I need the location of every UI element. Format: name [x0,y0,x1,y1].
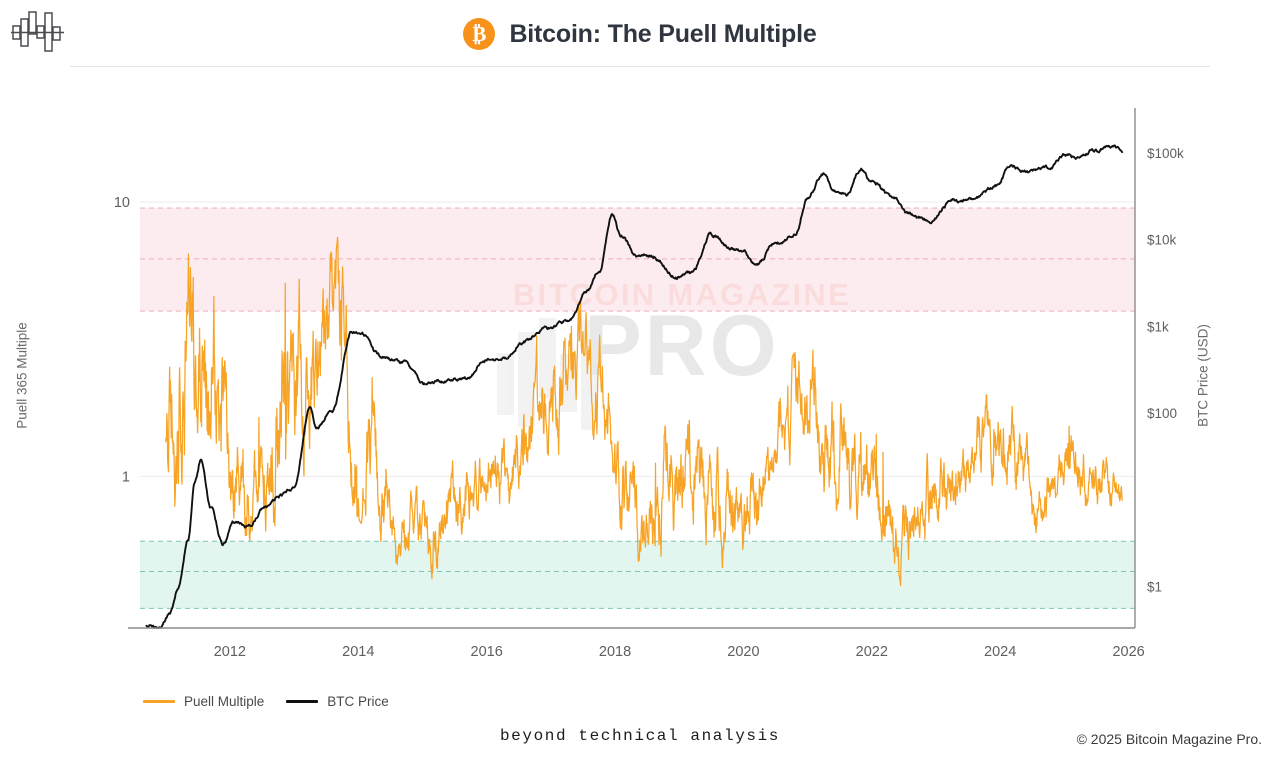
legend-color-swatch [143,700,175,703]
chart-legend: Puell Multiple BTC Price [143,694,389,709]
footer-tagline: beyond technical analysis [499,727,781,745]
y-right-tick: $1 [1147,579,1162,594]
legend-item-puell-multiple[interactable]: Puell Multiple [143,694,264,709]
axis-spines [128,108,1136,629]
legend-label: BTC Price [327,694,389,709]
legend-color-swatch [286,700,319,703]
legend-item-btc-price[interactable]: BTC Price [286,694,389,709]
x-axis-tick: 2024 [984,644,1016,660]
x-axis-tick: 2018 [599,644,631,660]
title-block: ₿ Bitcoin: The Puell Multiple [0,18,1280,50]
x-axis-tick: 2012 [214,644,246,660]
y-right-tick: $100k [1147,146,1184,161]
bitcoin-magazine-pro-bars-logo [11,11,64,52]
bitcoin-logo-icon: ₿ [463,18,496,50]
series-puell-multiple [165,236,1123,587]
series-btc-price [145,144,1124,629]
y-left-tick-labels: 10 1 [114,195,130,485]
x-axis-tick: 2020 [727,644,759,660]
x-axis-tick: 2026 [1112,644,1144,660]
y-axis-left-title: Puell 365 Multiple [14,322,30,429]
legend-label: Puell Multiple [184,694,265,709]
x-axis-tick: 2014 [342,644,374,660]
page-title: Bitcoin: The Puell Multiple [509,19,817,48]
header-divider [70,66,1210,67]
y-right-tick-labels: $100k $10k $1k $100 $1 [1147,146,1184,594]
y-right-tick: $1k [1147,319,1169,334]
puell-multiple-chart: BITCOIN MAGAZINE PRO 101 $100k$10k$1k$10… [114,108,1184,660]
watermark-line-1: BITCOIN MAGAZINE [513,277,851,312]
x-axis-tick: 2022 [856,644,888,660]
y-left-tick: 10 [114,195,130,211]
y-axis-right-title: BTC Price (USD) [1195,324,1211,427]
y-right-tick: $100 [1147,406,1177,421]
overvalued-band [140,208,1135,312]
x-axis-tick-labels: 2012 2014 2016 2018 2020 2022 2024 2026 [214,644,1145,660]
series-layer [145,144,1124,629]
chart-area: BITCOIN MAGAZINE PRO 10 1 $100k $10k $1k $10… [0,70,1280,690]
y-right-tick: $10k [1147,233,1177,248]
page-header: ₿ Bitcoin: The Puell Multiple [0,0,1280,70]
footer-copyright: © 2025 Bitcoin Magazine Pro. [1076,731,1262,747]
y-left-tick: 1 [122,469,130,485]
x-axis-tick: 2016 [471,644,503,660]
watermark-line-2: PRO [584,298,779,394]
